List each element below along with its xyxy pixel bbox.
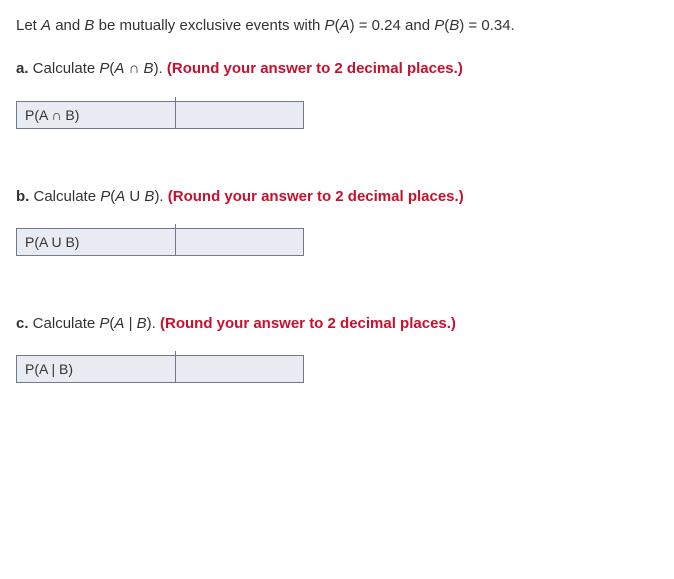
calc-text: Calculate (29, 315, 100, 332)
var-b: B (449, 17, 459, 34)
answer-row-c: P(A | B) (16, 355, 658, 383)
answer-label-a: P(A ∩ B) (16, 101, 176, 129)
answer-label-c: P(A | B) (16, 355, 176, 383)
answer-row-a: P(A ∩ B) (16, 101, 658, 129)
answer-label-b: P(A U B) (16, 228, 176, 256)
var-b: B (144, 60, 154, 77)
paren: ). (147, 315, 156, 332)
rounding-instruction: (Round your answer to 2 decimal places.) (156, 315, 456, 332)
var-b: B (84, 17, 94, 34)
func-p: P (434, 17, 444, 34)
problem-intro: Let A and B be mutually exclusive events… (16, 14, 658, 37)
calc-text: Calculate (29, 60, 100, 77)
part-label: c. (16, 315, 29, 332)
part-c: c. Calculate P(A | B). (Round your answe… (16, 312, 658, 383)
operator-union: U (125, 188, 144, 205)
operator-given: | (124, 315, 136, 332)
part-c-prompt: c. Calculate P(A | B). (Round your answe… (16, 312, 658, 335)
calc-text: Calculate (29, 188, 100, 205)
rounding-instruction: (Round your answer to 2 decimal places.) (164, 188, 464, 205)
part-b: b. Calculate P(A U B). (Round your answe… (16, 185, 658, 256)
answer-input-a[interactable] (176, 101, 304, 129)
part-a-prompt: a. Calculate P(A ∩ B). (Round your answe… (16, 57, 658, 80)
answer-row-b: P(A U B) (16, 228, 658, 256)
var-a: A (114, 60, 124, 77)
paren: ). (154, 188, 163, 205)
part-label: a. (16, 60, 29, 77)
operator-intersect: ∩ (124, 60, 143, 77)
var-b: B (137, 315, 147, 332)
var-a: A (41, 17, 51, 34)
func-p: P (99, 315, 109, 332)
intro-text: Let (16, 17, 41, 34)
var-b: B (144, 188, 154, 205)
answer-input-c[interactable] (176, 355, 304, 383)
rounding-instruction: (Round your answer to 2 decimal places.) (163, 60, 463, 77)
intro-text: = 0.34. (464, 17, 514, 34)
answer-input-b[interactable] (176, 228, 304, 256)
intro-text: and (51, 17, 84, 34)
intro-text: = 0.24 and (355, 17, 435, 34)
paren: ). (154, 60, 163, 77)
var-a: A (340, 17, 350, 34)
func-p: P (325, 17, 335, 34)
intro-text: be mutually exclusive events with (94, 17, 324, 34)
func-p: P (99, 60, 109, 77)
part-b-prompt: b. Calculate P(A U B). (Round your answe… (16, 185, 658, 208)
var-a: A (114, 315, 124, 332)
var-a: A (115, 188, 125, 205)
func-p: P (100, 188, 110, 205)
part-a: a. Calculate P(A ∩ B). (Round your answe… (16, 57, 658, 128)
part-label: b. (16, 188, 29, 205)
